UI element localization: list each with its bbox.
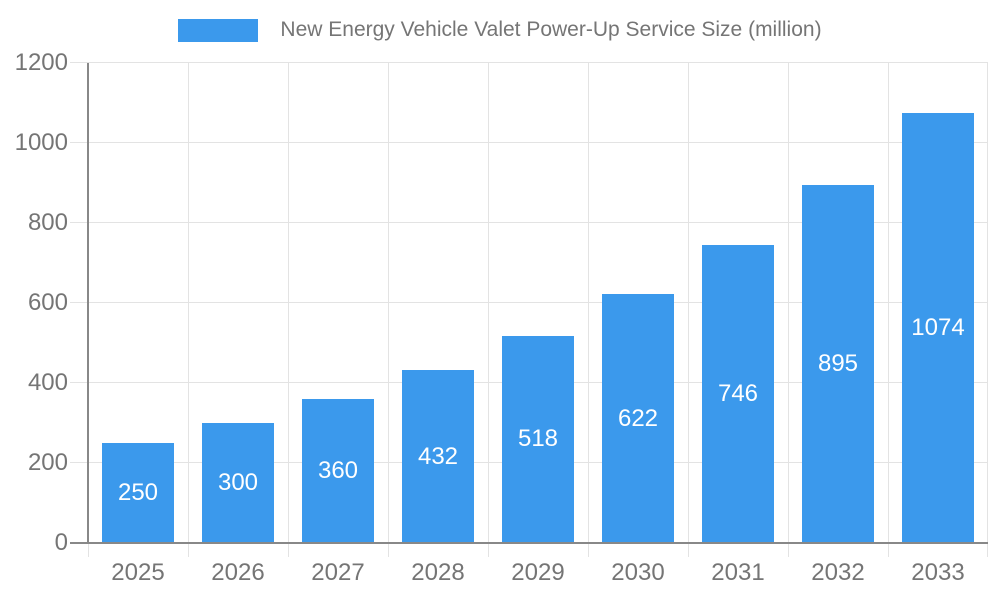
bar[interactable]: 622 [602,294,674,543]
x-axis-label: 2033 [911,559,965,586]
bar[interactable]: 300 [202,423,274,543]
y-gridline [88,62,988,63]
y-tick [70,222,88,223]
bar-value-label: 360 [317,457,359,484]
x-gridline [888,63,889,543]
bar[interactable]: 895 [802,185,874,543]
x-tick [888,543,889,557]
x-gridline [987,63,988,543]
x-axis-label: 2027 [311,559,365,586]
x-axis-label: 2031 [711,559,765,586]
x-gridline [288,63,289,543]
y-axis-label: 200 [27,449,68,476]
bar-value-label: 746 [717,379,759,407]
x-axis-label: 2025 [111,559,165,586]
y-axis-label: 1200 [14,49,68,76]
bar[interactable]: 432 [402,370,474,543]
y-tick [70,462,88,463]
x-tick [788,543,789,557]
bar[interactable]: 746 [702,244,774,543]
bar[interactable]: 1074 [902,113,974,543]
bar-value-label: 432 [417,442,459,470]
bar[interactable]: 250 [102,443,174,543]
x-gridline [788,63,789,543]
bar-value-label: 300 [217,469,259,496]
x-axis-label: 2026 [211,559,265,586]
x-axis-label: 2028 [411,559,465,586]
x-gridline [688,63,689,543]
y-axis-label: 600 [27,289,68,316]
chart-legend[interactable]: New Energy Vehicle Valet Power-Up Servic… [0,17,1000,43]
x-gridline [188,63,189,543]
x-tick [987,543,988,557]
x-gridline [488,63,489,543]
y-tick [70,142,88,143]
y-tick [70,382,88,383]
bar-value-label: 518 [517,425,559,453]
bar[interactable]: 518 [502,335,574,543]
x-tick [288,543,289,557]
chart-title: New Energy Vehicle Valet Power-Up Servic… [280,18,822,41]
legend-swatch-icon [178,18,259,42]
y-axis-label: 800 [27,209,68,236]
x-tick [188,543,189,557]
x-tick [488,543,489,557]
y-gridline [88,142,988,143]
y-axis-label: 1000 [14,129,68,156]
x-tick [388,543,389,557]
bar-value-label: 622 [617,404,659,432]
y-gridline [88,222,988,223]
x-gridline [388,63,389,543]
x-axis-label: 2030 [611,559,665,586]
plot-area: 0 200 400 600 800 1000 1200 2025 250 2026 300 2027 3… [15,49,988,586]
x-axis-label: 2032 [811,559,865,586]
y-axis-label: 400 [27,369,68,396]
bar-value-label: 250 [117,479,159,506]
bar-value-label: 1074 [911,314,965,342]
x-gridline [588,63,589,543]
x-tick [88,543,89,557]
y-axis-line [87,63,89,544]
x-axis-label: 2029 [511,559,565,586]
y-tick [70,302,88,303]
y-axis-label: 0 [54,529,68,556]
x-axis-line [70,542,988,544]
bar[interactable]: 360 [302,399,374,543]
x-tick [588,543,589,557]
bar-value-label: 895 [817,350,859,377]
y-gridline [88,302,988,303]
x-tick [688,543,689,557]
y-tick [70,62,88,63]
